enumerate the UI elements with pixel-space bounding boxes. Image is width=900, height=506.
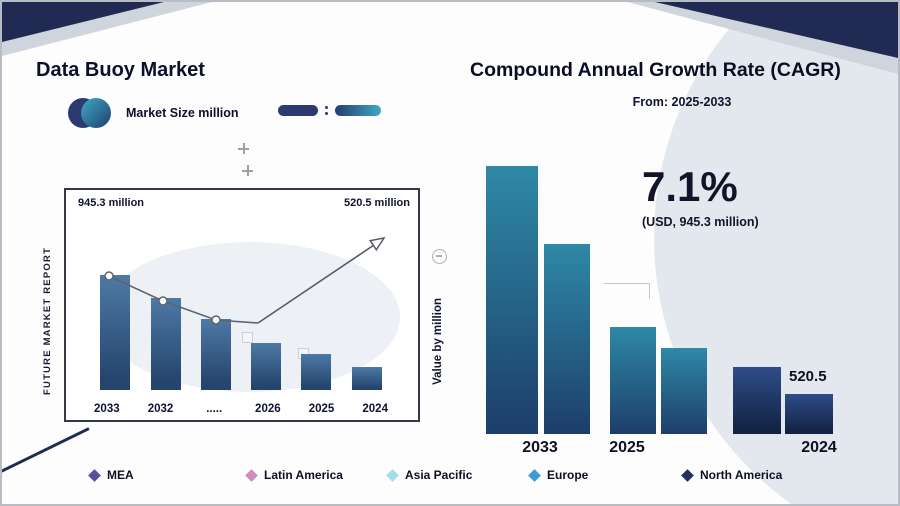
market-size-legend: Market Size million bbox=[68, 98, 239, 128]
growth-arrow-shaft bbox=[257, 244, 375, 324]
growth-arrow-icon bbox=[368, 236, 386, 252]
legend-diamond-icon bbox=[88, 468, 101, 482]
trend-marker-icon bbox=[158, 296, 168, 306]
legend-item: MEA bbox=[88, 468, 134, 482]
x-axis-label: 2033 bbox=[522, 439, 558, 456]
pill-navy bbox=[278, 105, 318, 116]
legend-diamond-icon bbox=[681, 468, 694, 482]
x-axis-label: 2032 bbox=[147, 403, 174, 415]
annotation-2033-value: 945.3 million bbox=[78, 197, 145, 209]
x-axis-label: 2025 bbox=[609, 439, 645, 456]
annotation-2024-value: 520.5 million bbox=[343, 197, 410, 209]
colon-dots bbox=[325, 106, 328, 115]
x-axis-label: ..... bbox=[206, 403, 223, 415]
market-size-chart: 945.3 million 520.5 million 2033 2032....… bbox=[64, 188, 420, 422]
legend-diamond-icon bbox=[386, 468, 399, 482]
plus-mark-icon bbox=[238, 143, 249, 154]
step-line-decoration bbox=[604, 283, 650, 299]
cagr-basis-note: (USD, 945.3 million) bbox=[642, 215, 759, 229]
bottom-left-accent-line bbox=[2, 427, 90, 474]
right-panel-title: Compound Annual Growth Rate (CAGR) bbox=[470, 59, 841, 81]
legend-item: Asia Pacific bbox=[386, 468, 473, 482]
left-chart-bars bbox=[80, 270, 402, 390]
legend-label: Europe bbox=[547, 468, 589, 482]
trend-marker-icon bbox=[211, 315, 221, 325]
market-size-bar bbox=[150, 298, 181, 390]
y-axis-title: Value by million bbox=[432, 298, 444, 385]
cagr-percentage: 7.1% bbox=[642, 163, 738, 210]
x-axis-label: 2033 bbox=[94, 403, 120, 415]
legend-item: Europe bbox=[528, 468, 589, 482]
cagr-period-subtitle: From: 2025-2033 bbox=[632, 95, 732, 109]
plus-mark-icon bbox=[242, 165, 253, 176]
future-market-report-label: FUTURE MARKET REPORT bbox=[42, 246, 53, 396]
legend-diamond-icon bbox=[245, 468, 258, 482]
x-axis-label: 2025 bbox=[308, 403, 335, 415]
legend-item: Latin America bbox=[245, 468, 343, 482]
left-panel-title: Data Buoy Market bbox=[36, 59, 205, 81]
market-size-bar bbox=[351, 367, 382, 390]
cagr-bar bbox=[486, 166, 538, 434]
cagr-bar bbox=[544, 244, 590, 434]
x-axis-label: 2026 bbox=[255, 403, 281, 415]
market-size-legend-label: Market Size million bbox=[126, 106, 239, 120]
x-axis-label: 2024 bbox=[362, 403, 388, 415]
trend-marker-icon bbox=[104, 271, 114, 281]
ghost-square-decoration bbox=[242, 332, 253, 343]
trend-line-overlay bbox=[104, 236, 386, 325]
sphere-front-circle bbox=[81, 98, 111, 128]
market-size-bar bbox=[200, 319, 231, 390]
chart-background-blob bbox=[100, 242, 400, 392]
legend-label: Latin America bbox=[264, 468, 343, 482]
sphere-icon bbox=[68, 98, 112, 128]
legend-diamond-icon bbox=[528, 468, 541, 482]
legend-label: MEA bbox=[107, 468, 134, 482]
minus-circle-icon bbox=[432, 249, 447, 264]
left-chart-xlabels: 2033 2032..... 2026 2025 2024 bbox=[80, 403, 402, 415]
corner-accent-top-left-navy bbox=[2, 2, 164, 42]
market-size-bar bbox=[100, 275, 131, 390]
pill-gradient bbox=[335, 105, 381, 116]
bar-value-label-2024: 520.5 bbox=[789, 368, 827, 385]
declining-trend-line bbox=[108, 275, 259, 324]
market-size-bar bbox=[301, 354, 332, 390]
market-size-bar bbox=[251, 343, 282, 390]
cagr-bar bbox=[610, 327, 656, 434]
legend-pill-decoration bbox=[278, 105, 381, 116]
legend-label: Asia Pacific bbox=[405, 468, 473, 482]
